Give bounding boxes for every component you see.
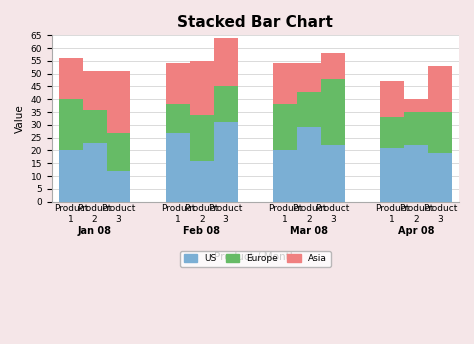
Text: Jan 08: Jan 08 <box>78 226 112 236</box>
Bar <box>83 109 107 143</box>
Bar <box>381 148 404 202</box>
Bar <box>321 53 345 79</box>
Bar <box>273 105 297 150</box>
Bar <box>107 71 130 132</box>
Bar <box>404 112 428 146</box>
Text: Mar 08: Mar 08 <box>290 226 328 236</box>
Bar <box>190 115 214 161</box>
Bar <box>428 66 452 112</box>
Bar <box>59 58 83 99</box>
Bar <box>297 64 321 92</box>
Bar <box>297 127 321 202</box>
Bar <box>59 99 83 150</box>
Title: Stacked Bar Chart: Stacked Bar Chart <box>177 15 333 30</box>
Bar <box>273 64 297 105</box>
Bar <box>107 171 130 202</box>
Bar <box>166 64 190 105</box>
Bar <box>166 105 190 132</box>
Bar <box>428 112 452 153</box>
Bar <box>83 71 107 109</box>
Bar <box>214 122 237 202</box>
Bar <box>381 117 404 148</box>
Text: Feb 08: Feb 08 <box>183 226 220 236</box>
X-axis label: Product / Month: Product / Month <box>214 251 297 261</box>
Bar <box>190 61 214 115</box>
Bar <box>321 79 345 146</box>
Bar <box>297 92 321 127</box>
Y-axis label: Value: Value <box>15 104 25 133</box>
Bar <box>273 150 297 202</box>
Bar <box>381 82 404 117</box>
Bar <box>83 143 107 202</box>
Bar <box>190 161 214 202</box>
Bar <box>166 132 190 202</box>
Bar <box>59 150 83 202</box>
Bar <box>404 99 428 112</box>
Bar <box>321 146 345 202</box>
Bar <box>214 38 237 86</box>
Bar <box>404 146 428 202</box>
Bar <box>107 132 130 171</box>
Text: Apr 08: Apr 08 <box>398 226 434 236</box>
Bar <box>214 86 237 122</box>
Bar <box>428 153 452 202</box>
Legend: US, Europe, Asia: US, Europe, Asia <box>180 251 330 267</box>
